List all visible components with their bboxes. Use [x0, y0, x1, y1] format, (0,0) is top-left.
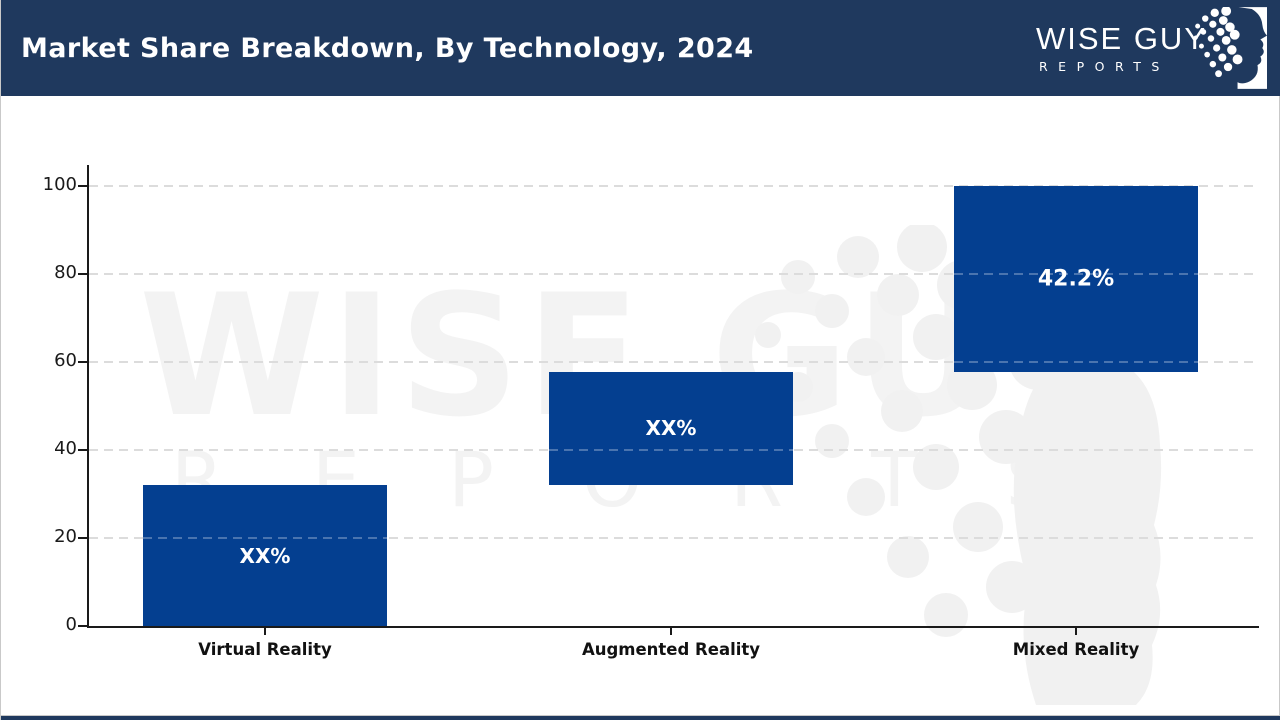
y-tick-mark	[78, 185, 87, 187]
gridline-100	[89, 185, 1257, 187]
gridline-80	[89, 273, 1257, 275]
x-axis-line	[87, 626, 1259, 628]
x-tick-mark	[264, 628, 266, 635]
bar-0	[143, 485, 387, 626]
x-tick-mark	[670, 628, 672, 635]
bar-2	[954, 186, 1198, 372]
footer-bar	[1, 716, 1280, 720]
x-category-label: Mixed Reality	[1012, 640, 1140, 659]
gridline-60	[89, 361, 1257, 363]
logo-subtitle: REPORTS	[1038, 59, 1170, 74]
x-category-label: Virtual Reality	[198, 640, 332, 659]
footer-hairline	[1, 715, 1280, 716]
y-tick-label: 40	[54, 438, 77, 459]
y-axis-line	[87, 165, 89, 628]
x-tick-mark	[1075, 628, 1077, 635]
bar-value-label: XX%	[645, 416, 697, 441]
y-tick-label: 80	[54, 262, 77, 283]
y-tick-label: 0	[65, 614, 77, 635]
gridline-20	[89, 537, 1257, 539]
bar-gridline-overlay	[954, 361, 1198, 363]
logo-wordmark: WISE GUY	[1035, 21, 1207, 56]
y-tick-mark	[78, 449, 87, 451]
y-tick-label: 60	[54, 350, 77, 371]
y-tick-mark	[78, 537, 87, 539]
bar-gridline-overlay	[549, 449, 793, 451]
logo-face-dots-icon	[1193, 7, 1267, 89]
y-tick-mark	[78, 273, 87, 275]
y-tick-mark	[78, 361, 87, 363]
bar-value-label: XX%	[239, 543, 291, 568]
y-tick-label: 20	[54, 526, 77, 547]
x-category-label: Augmented Reality	[581, 640, 761, 659]
bar-1	[549, 371, 793, 486]
y-tick-mark	[78, 625, 87, 627]
wise-guy-reports-logo: WISE GUY REPORTS	[1036, 7, 1267, 89]
header-bar: Market Share Breakdown, By Technology, 2…	[1, 0, 1280, 96]
bar-gridline-overlay	[143, 537, 387, 539]
y-tick-label: 100	[42, 174, 77, 195]
bar-value-label: 42.2%	[1037, 266, 1115, 292]
bar-gridline-overlay	[954, 273, 1198, 275]
chart-title: Market Share Breakdown, By Technology, 2…	[21, 32, 754, 64]
